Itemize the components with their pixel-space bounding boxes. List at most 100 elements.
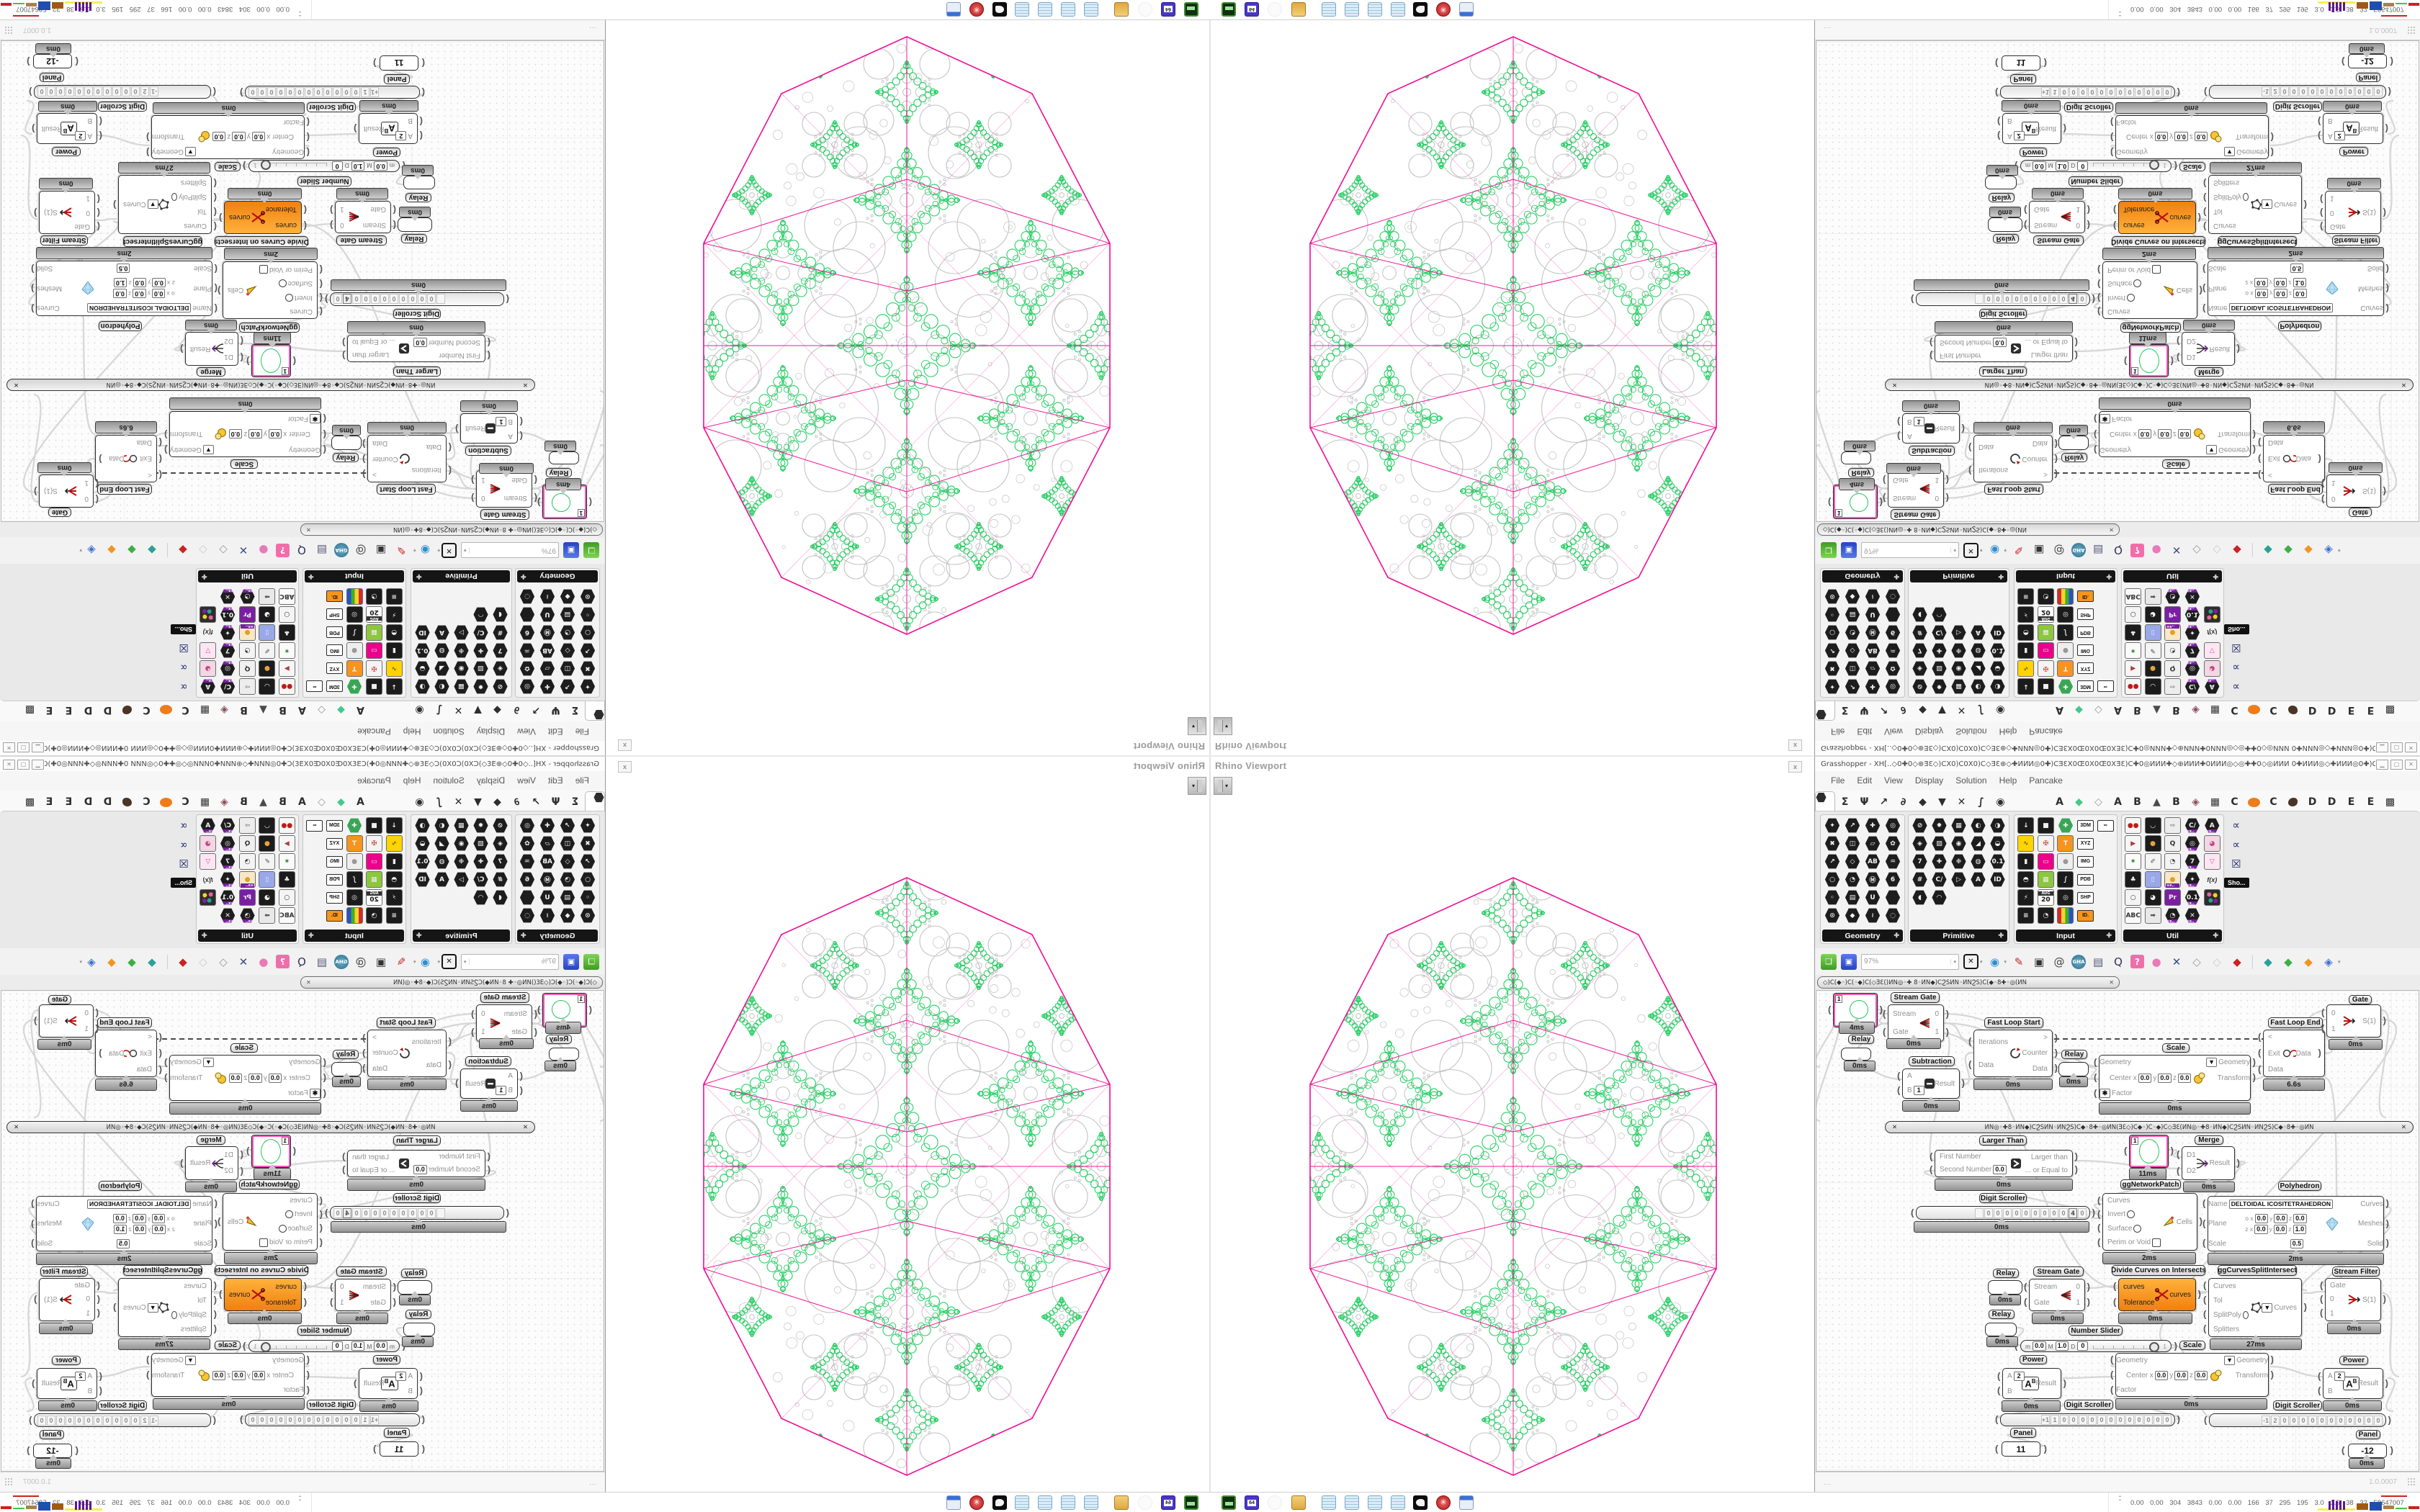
- easel-icon[interactable]: ☒: [179, 642, 189, 654]
- search-icon[interactable]: Q: [297, 544, 306, 557]
- tab-plugin-d1[interactable]: D: [2308, 704, 2317, 716]
- port-b[interactable]: B 1(: [1897, 1084, 1924, 1095]
- component-icon[interactable]: ▯: [2144, 624, 2161, 641]
- component-icon[interactable]: ◔: [240, 589, 255, 604]
- port-transform[interactable]: Transform): [164, 429, 203, 441]
- tab-params[interactable]: [585, 701, 605, 721]
- plane-row[interactable]: Plane(: [2202, 1218, 2227, 1229]
- port-splitters[interactable]: Splitters(: [2203, 1323, 2240, 1334]
- digit-cell[interactable]: 0: [47, 86, 55, 97]
- resize-grip[interactable]: [4, 26, 13, 35]
- red-gear-icon[interactable]: ✳: [1436, 2, 1451, 17]
- menu-item-file[interactable]: File: [575, 775, 589, 786]
- open-file-icon[interactable]: ❏: [1821, 542, 1837, 559]
- resize-grip[interactable]: [2407, 26, 2416, 35]
- tab-display[interactable]: ◉: [1996, 796, 2005, 808]
- port-0[interactable]: 0): [330, 220, 344, 231]
- doc-pin-icon[interactable]: ▤: [2092, 955, 2104, 968]
- port-data[interactable]: Data): [2032, 438, 2058, 450]
- show-button[interactable]: Sho...: [2224, 878, 2249, 888]
- component-icon[interactable]: ✹: [1932, 679, 1947, 694]
- port-splitters[interactable]: Splitters(: [180, 178, 217, 189]
- calculator-icon[interactable]: [1459, 1495, 1474, 1510]
- chevron-down-icon[interactable]: ▼: [184, 147, 196, 157]
- gem-blue-icon[interactable]: ◈: [2324, 955, 2333, 968]
- component-icon[interactable]: ▨: [1932, 836, 1947, 851]
- component-icon[interactable]: 3DM: [326, 680, 343, 693]
- component-icon[interactable]: ♒: [1886, 643, 1901, 658]
- folder-icon[interactable]: [1114, 2, 1129, 17]
- gem-green-icon[interactable]: ◆: [2284, 955, 2293, 968]
- component-icon[interactable]: ✦: [1824, 818, 1840, 833]
- component-icon[interactable]: ▱: [540, 661, 555, 676]
- digit-cell[interactable]: 0: [314, 87, 323, 97]
- component-icon[interactable]: [1885, 890, 1901, 905]
- port-a[interactable]: A 2(: [395, 131, 423, 142]
- floppy64-icon[interactable]: 64: [1161, 1495, 1175, 1510]
- component-icon[interactable]: ✚: [1865, 679, 1881, 694]
- component-icon[interactable]: ◫: [1845, 661, 1860, 676]
- calculator-icon[interactable]: [946, 2, 961, 17]
- component-icon[interactable]: ♒: [520, 643, 535, 658]
- gem-white-icon[interactable]: ◇: [199, 544, 207, 557]
- center-x-value[interactable]: 0.0: [268, 1073, 282, 1083]
- component-icon[interactable]: ◐: [434, 679, 449, 694]
- tab-plugin-e1[interactable]: E: [2347, 704, 2355, 716]
- port-0[interactable]: 0(: [84, 494, 99, 505]
- scale-1[interactable]: Geometry(▼ Geometry) Center x 0.0 y 0.0 z 0.0(T…: [2094, 1055, 2256, 1101]
- stream-gate-2[interactable]: Stream(Gate(0) 1): [330, 1279, 396, 1311]
- tab-plugin-c1[interactable]: C: [182, 796, 189, 808]
- resize-grip[interactable]: [4, 1477, 13, 1486]
- easel-icon[interactable]: ☒: [179, 858, 189, 870]
- goggles2-icon[interactable]: ∝: [179, 838, 188, 851]
- slider-m-value[interactable]: 0.0: [2033, 1341, 2046, 1351]
- component-icon[interactable]: ✖: [1824, 836, 1840, 851]
- digit-cell[interactable]: 0: [248, 87, 257, 97]
- component-icon[interactable]: ▦: [454, 679, 469, 694]
- tab-plugin-mountain[interactable]: ▲: [2153, 796, 2161, 808]
- save-icon[interactable]: ▣: [563, 542, 579, 559]
- tab-plugin-checker[interactable]: ▩: [24, 704, 35, 716]
- expression-1[interactable]: A 2(B(AB Result): [354, 113, 423, 144]
- digit-cell[interactable]: +1: [2040, 1415, 2050, 1425]
- center-x-value[interactable]: 0.0: [2154, 132, 2169, 142]
- digit-cell[interactable]: 0: [2022, 294, 2030, 305]
- tab-plugin-a2[interactable]: A: [2114, 704, 2122, 716]
- component-icon[interactable]: C/: [220, 818, 236, 833]
- port-0[interactable]: 0): [330, 1281, 344, 1292]
- plane-value-box[interactable]: 1.0: [113, 1224, 127, 1234]
- goggles2-icon[interactable]: ∝: [2232, 661, 2241, 674]
- component-icon[interactable]: ABC: [2125, 907, 2142, 924]
- component-icon[interactable]: ⊙: [1824, 908, 1840, 923]
- port-geometry[interactable]: Geometry(: [2094, 1056, 2131, 1068]
- port-a[interactable]: A 2(: [395, 1370, 423, 1381]
- port-result[interactable]: Result): [2035, 1377, 2066, 1389]
- component-icon[interactable]: Q: [239, 835, 256, 852]
- digit-cell[interactable]: 0: [362, 1207, 370, 1218]
- scale-value-box[interactable]: 0.5: [116, 1238, 130, 1248]
- menu-item-solution[interactable]: Solution: [1955, 726, 1987, 737]
- component-icon[interactable]: ⊘: [1912, 818, 1927, 833]
- grasshopper-title-bar[interactable]: Grasshopper - XH[..◇0✚0◇⊕ƎƐ◇)CX0)C0X0)C◇…: [1815, 757, 2420, 771]
- component-icon[interactable]: 7: [2184, 643, 2200, 658]
- port-value-box[interactable]: 2: [2334, 1372, 2345, 1382]
- digit-scroller-3[interactable]: -1 2 0 0 0 0 0 0 0 0 0 0 0(): [2204, 1413, 2391, 1427]
- menu-item-display[interactable]: Display: [476, 775, 506, 786]
- console-icon[interactable]: [1184, 1495, 1198, 1510]
- component-icon[interactable]: XYZ: [326, 662, 343, 675]
- port-0[interactable]: 0(: [86, 1293, 100, 1305]
- menu-item-solution[interactable]: Solution: [1955, 775, 1987, 786]
- toggle-circle[interactable]: [171, 193, 178, 202]
- menu-item-view[interactable]: View: [1884, 775, 1903, 786]
- mail-icon[interactable]: @: [355, 955, 367, 968]
- document-tab-close-icon[interactable]: ✕: [306, 979, 311, 986]
- component-icon[interactable]: 0.1: [415, 854, 430, 869]
- component-icon[interactable]: ◑: [1990, 679, 2005, 694]
- digit-cell[interactable]: 0: [84, 1415, 93, 1426]
- port-solid[interactable]: Solid): [31, 1237, 53, 1248]
- component-icon[interactable]: ▶: [278, 835, 295, 852]
- document-tab-close-icon[interactable]: ✕: [2109, 979, 2114, 986]
- gha-globe-icon[interactable]: GHA: [2071, 954, 2087, 969]
- grasshopper-title-bar[interactable]: Grasshopper - XH[..◇0✚0◇⊕ƎƐ◇)CX0)C0X0)C◇…: [0, 757, 605, 771]
- digit-cell[interactable]: 1: [2051, 87, 2059, 97]
